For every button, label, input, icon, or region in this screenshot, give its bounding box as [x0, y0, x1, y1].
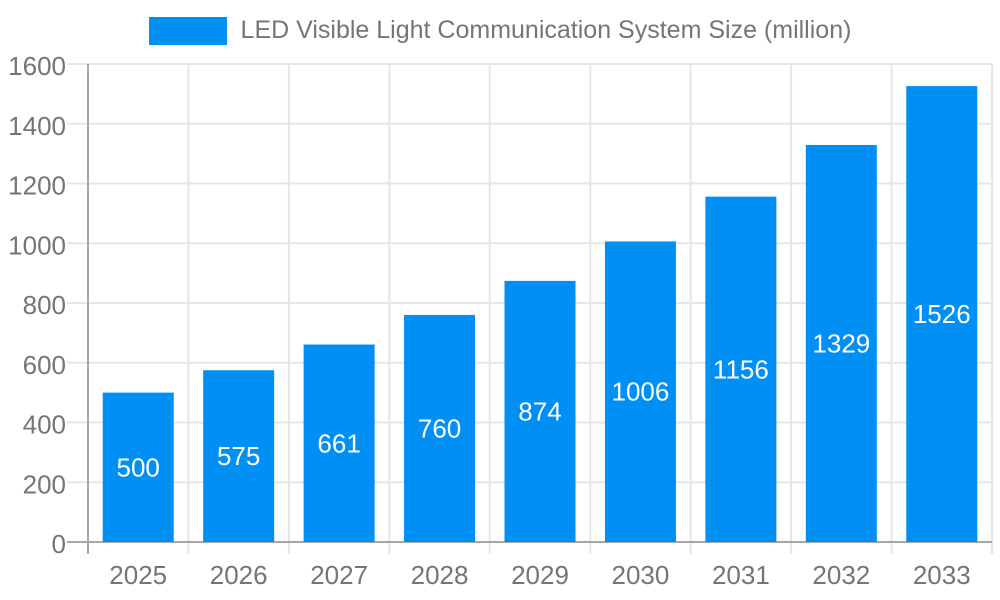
y-tick-label: 200 — [23, 469, 66, 499]
y-tick-label: 1000 — [8, 230, 66, 260]
y-tick-label: 0 — [52, 529, 66, 559]
bar-2025[interactable] — [102, 392, 174, 542]
bar-value-label: 760 — [418, 413, 461, 443]
bar-2031[interactable] — [705, 196, 777, 542]
bar-2028[interactable] — [404, 314, 476, 542]
bar-value-label: 1329 — [812, 328, 870, 358]
bar-value-label: 874 — [518, 396, 561, 426]
x-tick-label: 2027 — [310, 560, 368, 590]
bar-2029[interactable] — [504, 280, 576, 542]
bar-value-label: 575 — [217, 441, 260, 471]
bar-2030[interactable] — [604, 241, 676, 542]
bar-value-label: 1526 — [913, 299, 971, 329]
x-tick-label: 2030 — [612, 560, 670, 590]
x-tick-label: 2028 — [411, 560, 469, 590]
legend-item[interactable]: LED Visible Light Communication System S… — [148, 16, 852, 45]
x-tick-label: 2033 — [913, 560, 971, 590]
legend-swatch-icon — [148, 16, 227, 45]
bar-value-label: 661 — [317, 428, 360, 458]
bar-value-label: 1006 — [612, 377, 670, 407]
y-tick-label: 600 — [23, 350, 66, 380]
y-tick-label: 1400 — [8, 111, 66, 141]
bar-2032[interactable] — [805, 144, 877, 542]
x-tick-label: 2032 — [812, 560, 870, 590]
y-tick-label: 800 — [23, 290, 66, 320]
bar-value-label: 500 — [117, 452, 160, 482]
x-tick-label: 2031 — [712, 560, 770, 590]
y-tick-label: 1600 — [8, 51, 66, 81]
bar-2033[interactable] — [906, 86, 978, 543]
bar-2026[interactable] — [203, 370, 275, 542]
legend: LED Visible Light Communication System S… — [0, 16, 1000, 45]
x-tick-label: 2025 — [109, 560, 167, 590]
x-tick-label: 2026 — [210, 560, 268, 590]
bar-2027[interactable] — [303, 344, 375, 542]
x-tick-label: 2029 — [511, 560, 569, 590]
legend-label: LED Visible Light Communication System S… — [240, 16, 852, 44]
y-tick-label: 400 — [23, 410, 66, 440]
y-tick-label: 1200 — [8, 171, 66, 201]
bar-value-label: 1156 — [713, 354, 769, 384]
